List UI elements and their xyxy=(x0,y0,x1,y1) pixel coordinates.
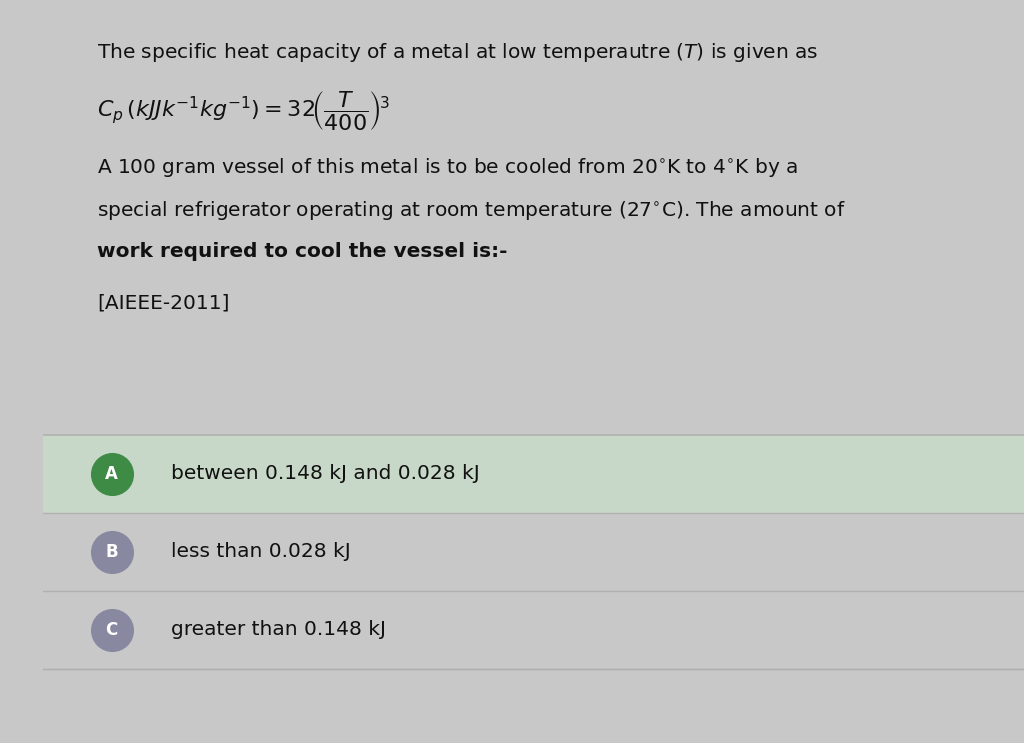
Text: C: C xyxy=(105,620,118,639)
Text: The specific heat capacity of a metal at low temperautre $(T)$ is given as: The specific heat capacity of a metal at… xyxy=(97,41,818,64)
Text: special refrigerator operating at room temperature $(27^{\circ}$C). The amount o: special refrigerator operating at room t… xyxy=(97,199,846,222)
Text: between 0.148 kJ and 0.028 kJ: between 0.148 kJ and 0.028 kJ xyxy=(171,464,479,483)
Text: A: A xyxy=(105,464,118,483)
FancyBboxPatch shape xyxy=(43,435,1024,513)
Text: less than 0.028 kJ: less than 0.028 kJ xyxy=(171,542,350,561)
Text: greater than 0.148 kJ: greater than 0.148 kJ xyxy=(171,620,386,639)
Text: B: B xyxy=(105,542,118,561)
Point xyxy=(103,468,120,480)
Text: $C_p\,(kJJk^{-1}kg^{-1}) = 32\!\left(\dfrac{T}{400}\right)^{\!3}$: $C_p\,(kJJk^{-1}kg^{-1}) = 32\!\left(\df… xyxy=(97,89,389,132)
Text: [AIEEE-2011]: [AIEEE-2011] xyxy=(97,294,229,313)
Text: work required to cool the vessel is:-: work required to cool the vessel is:- xyxy=(97,242,508,262)
Point xyxy=(103,624,120,636)
Point xyxy=(103,545,120,557)
Text: A 100 gram vessel of this metal is to be cooled from $20^{\circ}$K to $4^{\circ}: A 100 gram vessel of this metal is to be… xyxy=(97,156,798,179)
